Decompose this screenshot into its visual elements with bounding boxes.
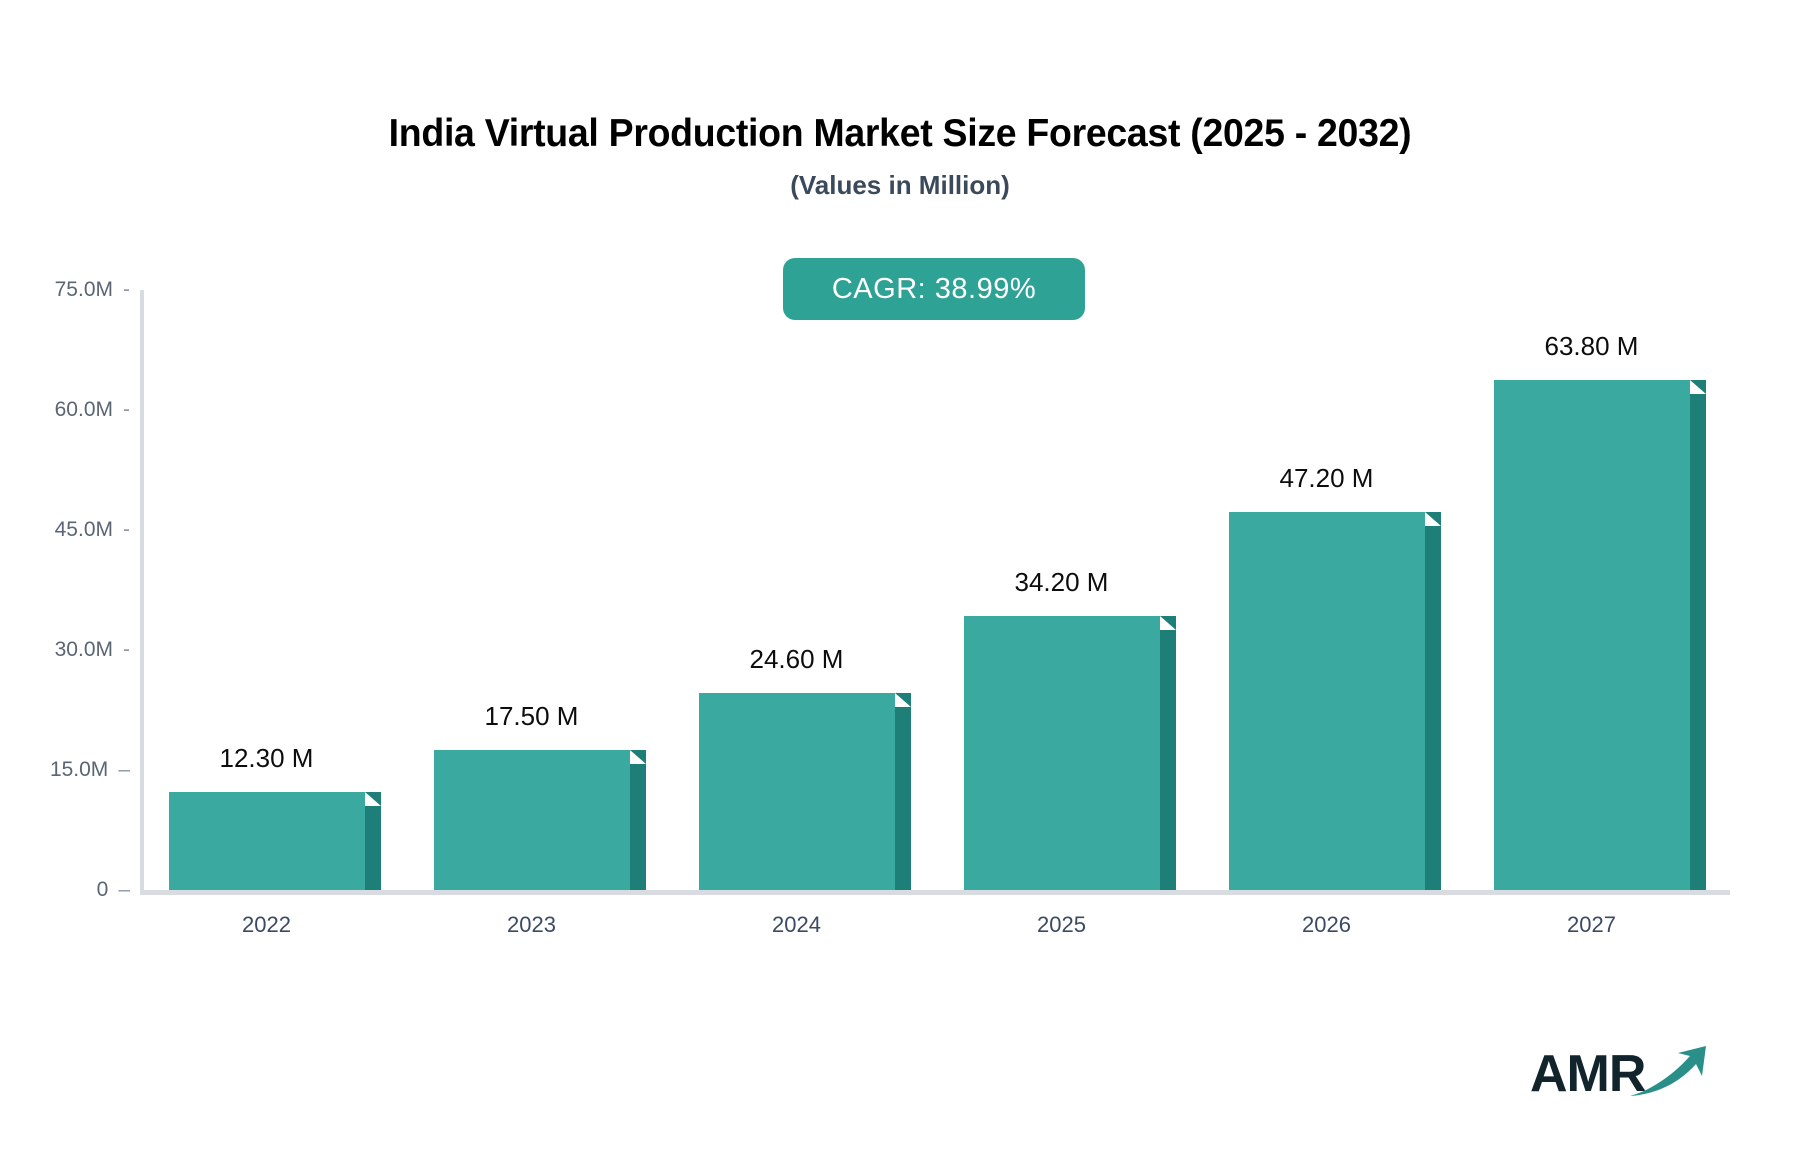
bar-side-face [1159,630,1176,890]
bar-front-face [1228,512,1425,890]
bar-column: 12.30 M 2022 [168,290,381,937]
y-axis-tick-mark: ‐ [123,278,130,301]
bar-front-face [1493,379,1690,890]
y-axis-tick-label: 30.0M ‐ [0,638,130,662]
y-axis-tick-text: 0 [96,878,109,901]
y-axis-tick-label: 45.0M ‐ [0,518,130,542]
bar-side-face [894,707,911,890]
y-axis-line [140,290,144,890]
cagr-badge-label: CAGR: 38.99% [831,272,1037,305]
bar-top-bevel [1144,616,1176,631]
bar-top-bevel [1674,379,1706,394]
bar-front-face [168,791,365,890]
bar-column: 17.50 M 2023 [433,290,646,937]
bar-top-bevel [349,791,381,806]
bar-value-label: 12.30 M [219,742,314,773]
bar-column: 24.60 M 2024 [698,290,911,937]
y-axis-tick-mark: ‐ [123,398,130,421]
bar-front-face [433,750,630,890]
y-axis-tick-mark: ‐ [123,638,130,661]
x-axis-tick-label: 2027 [1567,912,1616,937]
plot-area: 0–15.0M –30.0M ‐45.0M ‐60.0M ‐75.0M ‐ 12.30 M… [50,278,1730,937]
x-axis-tick-label: 2024 [772,912,821,937]
bar-top-bevel [1409,512,1441,527]
x-axis-line [140,890,1730,895]
bar-side-face [629,764,646,890]
y-axis-tick-label: 60.0M ‐ [0,398,130,422]
logo-text: AMR [1530,1045,1646,1103]
bar-side-face [1424,526,1441,890]
y-axis-tick-text: 60.0M [54,398,113,421]
y-axis-tick-text: 45.0M [54,518,113,541]
y-axis-tick-text: 15.0M [49,758,109,781]
x-axis-tick-label: 2025 [1037,912,1086,937]
bar-value-label: 47.20 M [1279,463,1374,494]
growth-arrow-icon [1628,1044,1712,1107]
y-axis-tick-mark: – [118,758,130,781]
bar-top-bevel [614,750,646,764]
bar-value-label: 34.20 M [1014,567,1109,598]
bar-value-label: 63.80 M [1544,330,1639,361]
y-axis-tick-text: 75.0M [54,278,113,301]
bar-value-label: 17.50 M [484,701,579,731]
bar-front-face [698,693,895,890]
x-axis-tick-label: 2022 [242,912,291,937]
bar-side-face [364,805,381,890]
cagr-badge: CAGR: 38.99% [783,258,1085,320]
amr-logo: AMR [1530,1040,1715,1110]
page-title: India Virtual Production Market Size For… [388,112,1412,155]
y-axis-tick-text: 30.0M [54,638,113,661]
bar-side-face [1689,393,1706,890]
y-axis-tick-label: 0– [0,878,130,902]
y-axis-tick-mark: ‐ [123,518,130,541]
x-axis-tick-label: 2026 [1302,912,1351,937]
bar-column: 63.80 M 2027 [1493,290,1706,937]
bar-column: 34.20 M 2025 [963,290,1176,937]
y-axis-tick-label: 15.0M – [0,758,130,782]
bar-front-face [963,616,1160,890]
y-axis-tick-mark: – [118,878,130,901]
bar-top-bevel [879,693,911,708]
bar-value-label: 24.60 M [749,644,844,675]
y-axis-tick-label: 75.0M ‐ [0,278,130,302]
chart-subtitle: (Values in Million) [790,170,1010,200]
bar-column: 47.20 M 2026 [1228,290,1441,937]
x-axis-tick-label: 2023 [507,912,556,937]
